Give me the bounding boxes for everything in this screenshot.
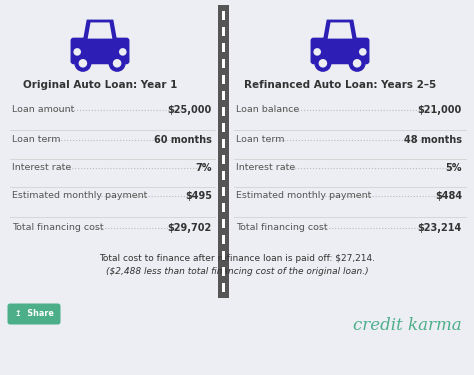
Text: Refinanced Auto Loan: Years 2–5: Refinanced Auto Loan: Years 2–5 — [244, 80, 436, 90]
Polygon shape — [88, 22, 112, 39]
Text: $484: $484 — [435, 191, 462, 201]
Circle shape — [353, 59, 361, 68]
FancyBboxPatch shape — [310, 38, 369, 64]
FancyBboxPatch shape — [222, 107, 226, 116]
Text: 48 months: 48 months — [404, 135, 462, 145]
Text: credit karma: credit karma — [354, 316, 462, 333]
FancyBboxPatch shape — [222, 43, 226, 52]
Circle shape — [319, 59, 327, 68]
Text: $25,000: $25,000 — [168, 105, 212, 115]
FancyBboxPatch shape — [222, 171, 226, 180]
FancyBboxPatch shape — [222, 251, 226, 260]
Text: Estimated monthly payment: Estimated monthly payment — [236, 192, 371, 201]
Polygon shape — [83, 20, 117, 40]
FancyBboxPatch shape — [219, 5, 229, 298]
FancyBboxPatch shape — [222, 155, 226, 164]
FancyBboxPatch shape — [222, 203, 226, 212]
Polygon shape — [328, 22, 352, 39]
Circle shape — [119, 48, 127, 56]
Text: Interest rate: Interest rate — [236, 164, 295, 172]
FancyBboxPatch shape — [222, 283, 226, 292]
Text: Loan term: Loan term — [12, 135, 61, 144]
Text: Loan amount: Loan amount — [12, 105, 74, 114]
Text: 60 months: 60 months — [154, 135, 212, 145]
Circle shape — [113, 59, 121, 68]
Text: $495: $495 — [185, 191, 212, 201]
FancyBboxPatch shape — [222, 219, 226, 228]
Circle shape — [74, 55, 91, 72]
Circle shape — [359, 48, 366, 56]
FancyBboxPatch shape — [222, 139, 226, 148]
Text: $29,702: $29,702 — [168, 223, 212, 233]
FancyBboxPatch shape — [222, 123, 226, 132]
Polygon shape — [323, 20, 357, 40]
Circle shape — [348, 55, 365, 72]
Text: Total financing cost: Total financing cost — [12, 224, 104, 232]
FancyBboxPatch shape — [222, 59, 226, 68]
Circle shape — [73, 48, 81, 56]
Text: Original Auto Loan: Year 1: Original Auto Loan: Year 1 — [23, 80, 177, 90]
FancyBboxPatch shape — [222, 91, 226, 100]
FancyBboxPatch shape — [71, 38, 129, 64]
Text: Loan balance: Loan balance — [236, 105, 299, 114]
Text: Loan term: Loan term — [236, 135, 284, 144]
Circle shape — [79, 59, 87, 68]
Text: Interest rate: Interest rate — [12, 164, 71, 172]
Text: Estimated monthly payment: Estimated monthly payment — [12, 192, 147, 201]
Text: ↥  Share: ↥ Share — [15, 309, 54, 318]
FancyBboxPatch shape — [222, 235, 226, 244]
FancyBboxPatch shape — [222, 11, 226, 20]
Circle shape — [109, 55, 126, 72]
FancyBboxPatch shape — [8, 303, 61, 324]
Circle shape — [314, 55, 331, 72]
FancyBboxPatch shape — [222, 27, 226, 36]
Text: 5%: 5% — [446, 163, 462, 173]
FancyBboxPatch shape — [222, 75, 226, 84]
Text: $23,214: $23,214 — [418, 223, 462, 233]
Text: $21,000: $21,000 — [418, 105, 462, 115]
Circle shape — [313, 48, 321, 56]
FancyBboxPatch shape — [222, 267, 226, 276]
Text: Total financing cost: Total financing cost — [236, 224, 328, 232]
Text: ($2,488 less than total financing cost of the original loan.): ($2,488 less than total financing cost o… — [106, 267, 368, 276]
FancyBboxPatch shape — [222, 187, 226, 196]
Text: Total cost to finance after refinance loan is paid off: $27,214.: Total cost to finance after refinance lo… — [99, 254, 375, 263]
Text: 7%: 7% — [195, 163, 212, 173]
